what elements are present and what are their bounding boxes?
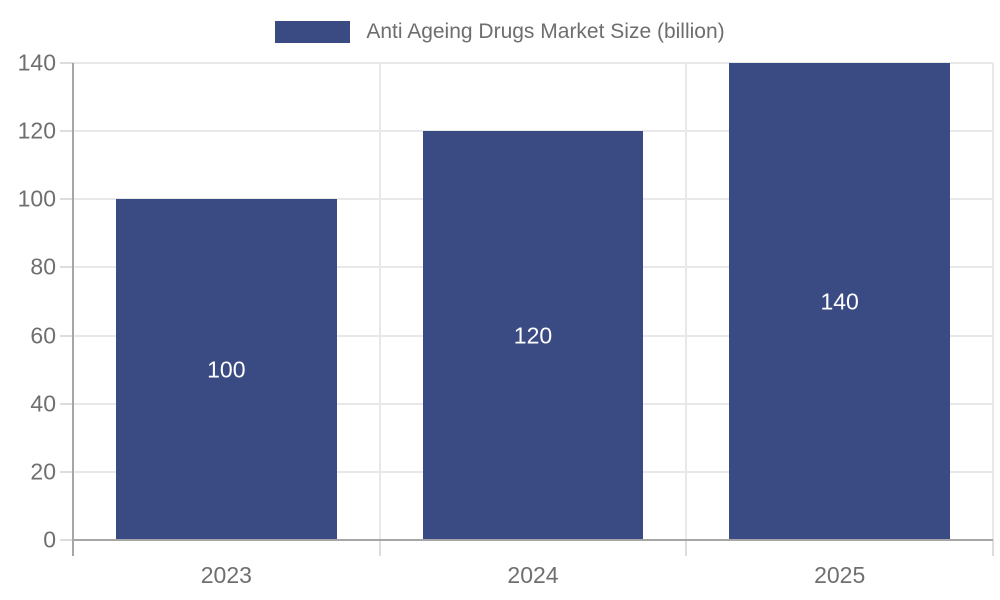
y-tick-mark bbox=[60, 539, 73, 541]
x-gridline bbox=[685, 63, 688, 540]
y-tick-label: 60 bbox=[30, 322, 56, 349]
bar-value-label: 140 bbox=[820, 288, 859, 314]
y-tick-mark bbox=[60, 334, 73, 337]
bar-2025: 140 bbox=[729, 63, 951, 540]
bar-value-label: 120 bbox=[513, 322, 553, 349]
x-tick-label: 2023 bbox=[200, 562, 252, 588]
x-tick-label: 2024 bbox=[507, 562, 559, 588]
legend-label: Anti Ageing Drugs Market Size (billion) bbox=[366, 20, 725, 43]
y-tick-label: 120 bbox=[17, 117, 56, 144]
y-tick-label: 0 bbox=[43, 526, 56, 553]
x-tick-mark bbox=[378, 540, 381, 556]
y-tick-mark bbox=[60, 130, 73, 133]
y-axis-line bbox=[72, 63, 74, 556]
y-gridline bbox=[73, 62, 993, 64]
legend-swatch bbox=[275, 21, 351, 43]
x-gridline bbox=[378, 63, 381, 540]
y-tick-label: 140 bbox=[17, 49, 56, 76]
bar-2024: 120 bbox=[422, 131, 644, 540]
chart-legend[interactable]: Anti Ageing Drugs Market Size (billion) bbox=[0, 14, 1000, 50]
y-tick-mark bbox=[60, 62, 73, 64]
x-tick-mark bbox=[685, 540, 688, 556]
x-gridline bbox=[992, 63, 994, 540]
x-axis-line bbox=[73, 539, 993, 541]
y-tick-mark bbox=[60, 402, 73, 405]
x-tick-mark bbox=[992, 540, 994, 556]
y-tick-mark bbox=[60, 266, 73, 269]
y-tick-mark bbox=[60, 198, 73, 201]
y-tick-mark bbox=[60, 470, 73, 473]
y-tick-label: 100 bbox=[17, 185, 56, 212]
x-tick-label: 2025 bbox=[814, 562, 866, 588]
y-tick-label: 40 bbox=[30, 390, 56, 417]
y-tick-label: 80 bbox=[30, 253, 56, 280]
bar-2023: 100 bbox=[115, 199, 337, 540]
y-tick-label: 20 bbox=[30, 458, 56, 485]
bar-value-label: 100 bbox=[207, 356, 246, 383]
